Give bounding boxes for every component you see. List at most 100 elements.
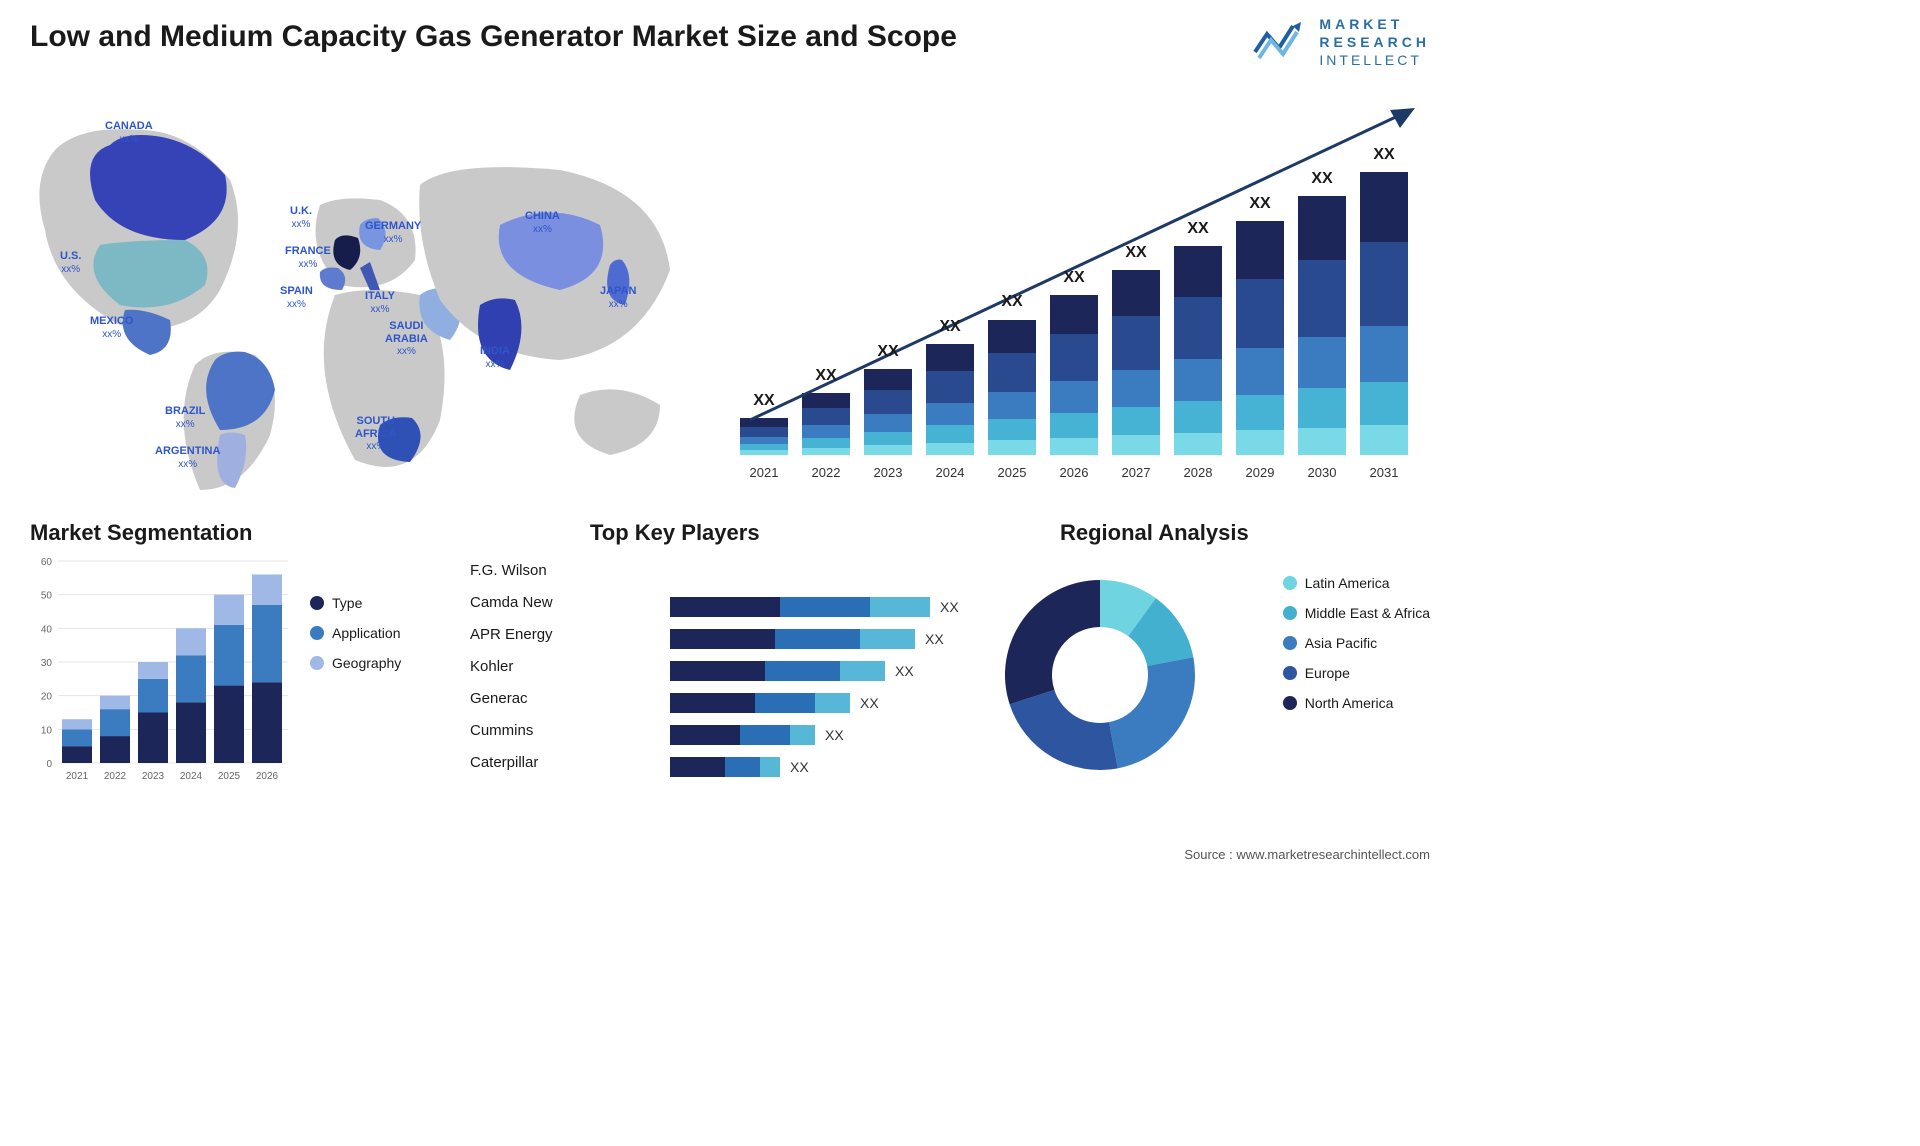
svg-text:2023: 2023 (142, 771, 165, 782)
svg-text:20: 20 (41, 692, 53, 703)
main-bar (1174, 246, 1222, 455)
key-player-name: Kohler (470, 651, 553, 683)
main-bar (1236, 221, 1284, 455)
svg-text:0: 0 (46, 759, 52, 770)
key-player-row: XX (670, 719, 960, 751)
map-label: U.S.xx% (60, 250, 81, 275)
segmentation-legend-item: Geography (310, 655, 401, 671)
svg-text:2021: 2021 (66, 771, 89, 782)
logo-line2: RESEARCH (1319, 33, 1430, 51)
main-bar (864, 369, 912, 455)
key-player-row: XX (670, 687, 960, 719)
map-label: SPAINxx% (280, 285, 313, 310)
main-bar (1360, 172, 1408, 455)
world-map-panel: CANADAxx% U.S.xx% MEXICOxx% BRAZILxx% ARGENT… (20, 90, 710, 490)
mainbar-value-label: XX (1360, 146, 1408, 164)
map-label: MEXICOxx% (90, 315, 133, 340)
page-title: Low and Medium Capacity Gas Generator Ma… (30, 20, 957, 54)
mainbar-year-label: 2027 (1112, 465, 1160, 480)
map-label: SOUTHAFRICAxx% (355, 415, 397, 453)
svg-text:40: 40 (41, 624, 53, 635)
mainbar-value-label: XX (864, 343, 912, 361)
market-size-chart: 2021 2022 2023 2024 2025 2026 2027 2028 2029 2030… (740, 90, 1430, 480)
mainbar-year-label: 2026 (1050, 465, 1098, 480)
mainbar-year-label: 2030 (1298, 465, 1346, 480)
key-player-row (670, 559, 960, 591)
mainbar-value-label: XX (1112, 244, 1160, 262)
logo-line3: INTELLECT (1319, 51, 1430, 69)
donut-slice (1109, 657, 1195, 768)
mainbar-year-label: 2022 (802, 465, 850, 480)
svg-text:60: 60 (41, 557, 53, 568)
key-player-name: Camda New (470, 587, 553, 619)
map-label: BRAZILxx% (165, 405, 205, 430)
key-players-heading: Top Key Players (590, 520, 760, 546)
main-bar (1298, 196, 1346, 455)
key-player-row: XX (670, 751, 960, 783)
mainbar-value-label: XX (988, 293, 1036, 311)
key-player-row: XX (670, 591, 960, 623)
logo-line1: MARKET (1319, 15, 1430, 33)
map-label: FRANCExx% (285, 245, 331, 270)
key-player-row: XX (670, 655, 960, 687)
mainbar-value-label: XX (1236, 195, 1284, 213)
svg-text:2022: 2022 (104, 771, 127, 782)
key-player-name: F.G. Wilson (470, 555, 553, 587)
segmentation-heading: Market Segmentation (30, 520, 253, 546)
map-label: INDIAxx% (480, 345, 510, 370)
regional-legend-item: Europe (1283, 665, 1430, 681)
regional-chart: Latin America Middle East & Africa Asia Pa… (990, 555, 1430, 815)
map-label: ARGENTINAxx% (155, 445, 220, 470)
key-player-name: APR Energy (470, 619, 553, 651)
key-player-name: Caterpillar (470, 747, 553, 779)
mainbar-year-label: 2031 (1360, 465, 1408, 480)
mainbar-value-label: XX (740, 392, 788, 410)
main-bar (1112, 270, 1160, 455)
regional-heading: Regional Analysis (1060, 520, 1249, 546)
mainbar-year-label: 2029 (1236, 465, 1284, 480)
map-label: U.K.xx% (290, 205, 312, 230)
mainbar-year-label: 2021 (740, 465, 788, 480)
mainbar-value-label: XX (1174, 220, 1222, 238)
mainbar-year-label: 2025 (988, 465, 1036, 480)
segmentation-legend-item: Application (310, 625, 401, 641)
segmentation-legend-item: Type (310, 595, 401, 611)
mainbar-year-label: 2023 (864, 465, 912, 480)
main-bar (740, 418, 788, 455)
key-player-name: Cummins (470, 715, 553, 747)
svg-text:2024: 2024 (180, 771, 203, 782)
mainbar-value-label: XX (926, 318, 974, 336)
source-line: Source : www.marketresearchintellect.com (1184, 847, 1430, 862)
mainbar-year-label: 2024 (926, 465, 974, 480)
regional-legend-item: Asia Pacific (1283, 635, 1430, 651)
key-player-row: XX (670, 623, 960, 655)
regional-legend-item: Middle East & Africa (1283, 605, 1430, 621)
svg-text:2026: 2026 (256, 771, 279, 782)
map-label: JAPANxx% (600, 285, 636, 310)
logo-mark-icon (1253, 22, 1309, 62)
map-label: CANADAxx% (105, 120, 153, 145)
donut-slice (1010, 690, 1118, 770)
svg-text:30: 30 (41, 658, 53, 669)
mainbar-year-label: 2028 (1174, 465, 1222, 480)
mainbar-value-label: XX (1050, 269, 1098, 287)
segmentation-chart: 0102030405060202120222023202420252026 Ty… (30, 555, 450, 815)
main-bar (926, 344, 974, 455)
main-bar (1050, 295, 1098, 455)
key-player-name: Generac (470, 683, 553, 715)
map-label: GERMANYxx% (365, 220, 421, 245)
mainbar-value-label: XX (802, 367, 850, 385)
mainbar-value-label: XX (1298, 170, 1346, 188)
brand-logo: MARKET RESEARCH INTELLECT (1253, 15, 1430, 70)
svg-text:2025: 2025 (218, 771, 241, 782)
map-label: SAUDIARABIAxx% (385, 320, 428, 358)
main-bar (802, 393, 850, 455)
key-players-chart: F.G. WilsonCamda NewAPR EnergyKohlerGene… (470, 555, 960, 835)
donut-slice (1005, 580, 1100, 704)
regional-legend-item: Latin America (1283, 575, 1430, 591)
map-label: ITALYxx% (365, 290, 395, 315)
svg-text:10: 10 (41, 725, 53, 736)
map-label: CHINAxx% (525, 210, 560, 235)
main-bar (988, 320, 1036, 456)
regional-legend-item: North America (1283, 695, 1430, 711)
